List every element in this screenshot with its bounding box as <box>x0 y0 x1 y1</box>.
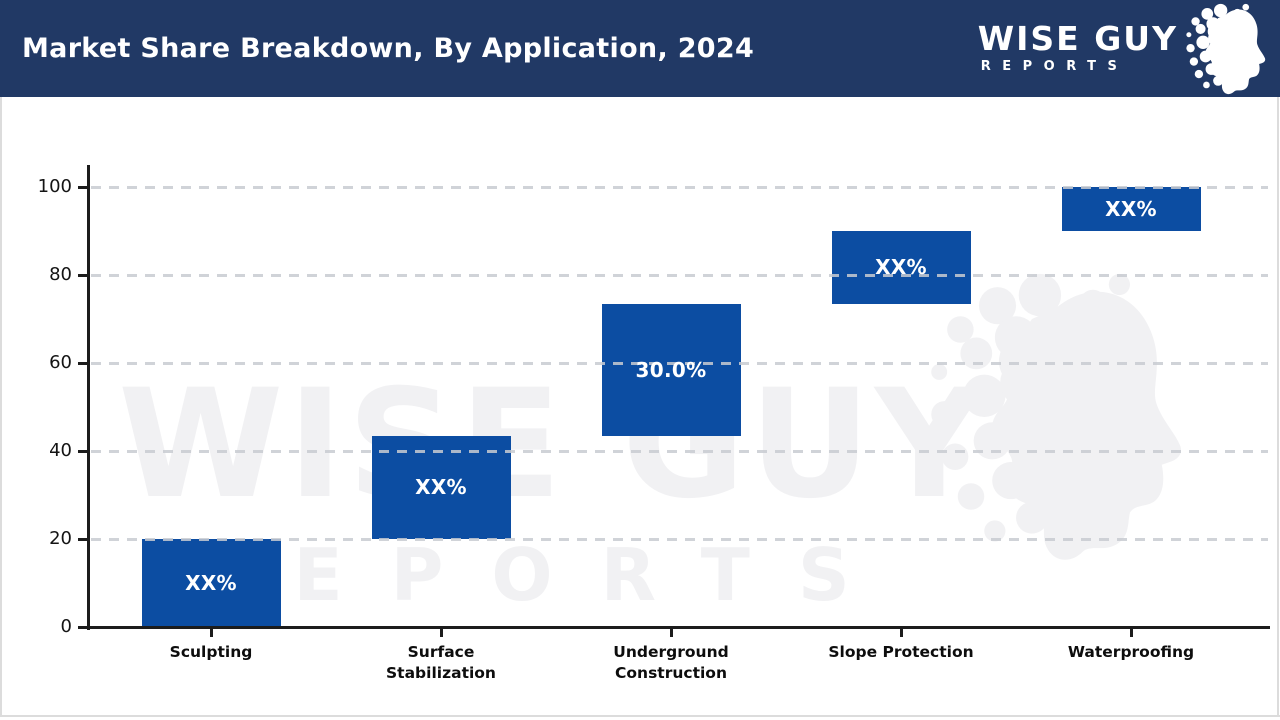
gridline-40 <box>91 450 1268 453</box>
x-tick-3 <box>669 629 673 637</box>
watermark-brand-subname: REPORTS <box>190 533 898 617</box>
gridline-80 <box>91 274 1268 277</box>
bar-value-label-3: 30.0% <box>635 357 707 382</box>
x-label-slope-protection: Slope Protection <box>828 643 974 661</box>
y-tick-100 <box>78 186 87 189</box>
x-label-waterproofing: Waterproofing <box>1067 643 1195 661</box>
card-left-edge <box>0 97 2 717</box>
bar-value-label-5: XX% <box>1105 197 1157 221</box>
y-tick-label-20: 20 <box>49 528 72 549</box>
bar-value-label-1: XX% <box>185 571 237 595</box>
x-tick-5 <box>1129 629 1133 637</box>
x-axis-line <box>87 626 1270 629</box>
y-tick-20 <box>78 538 87 541</box>
watermark-brand-name: WISE GUY <box>118 358 988 532</box>
x-tick-4 <box>899 629 903 637</box>
page-title: Market Share Breakdown, By Application, … <box>22 33 755 64</box>
bar-sculpting <box>141 539 281 627</box>
brand-subname: REPORTS <box>980 59 1129 74</box>
y-tick-0 <box>78 626 87 629</box>
gridline-20 <box>91 538 1268 541</box>
bar-underground-construction <box>601 303 741 436</box>
y-tick-label-40: 40 <box>49 440 72 461</box>
bar-waterproofing <box>1061 187 1201 231</box>
y-tick-60 <box>78 362 87 365</box>
brand-logo: WISE GUY REPORTS <box>978 3 1266 95</box>
brand-name: WISE GUY <box>977 19 1178 58</box>
bar-value-label-2: XX% <box>415 475 467 500</box>
y-tick-label-80: 80 <box>49 264 72 285</box>
header-band: Market Share Breakdown, By Application, … <box>0 0 1280 97</box>
x-label-surface-stabilization: Surface Stabilization <box>386 643 496 682</box>
y-tick-40 <box>78 450 87 453</box>
x-label-underground-construction: Underground Construction <box>613 643 729 682</box>
brand-head-icon <box>1186 3 1266 94</box>
y-tick-label-100: 100 <box>37 176 72 197</box>
chart-area: WISE GUY REPORTS 0 20 40 60 80 100 Sculpting XX… <box>0 97 1280 720</box>
x-tick-2 <box>439 629 443 637</box>
y-tick-80 <box>78 274 87 277</box>
card-right-edge <box>1277 97 1279 717</box>
card-bottom-edge <box>0 715 1280 717</box>
y-axis-line <box>87 165 90 630</box>
brand-logo-text: WISE GUY REPORTS <box>978 22 1178 75</box>
gridline-100 <box>91 186 1268 189</box>
y-tick-label-60: 60 <box>49 352 72 373</box>
x-label-sculpting: Sculpting <box>169 643 253 661</box>
x-tick-1 <box>209 629 213 637</box>
bar-value-label-4: XX% <box>875 255 927 280</box>
y-tick-label-0: 0 <box>60 616 72 637</box>
gridline-60 <box>91 362 1268 365</box>
bar-slope-protection <box>831 231 971 304</box>
